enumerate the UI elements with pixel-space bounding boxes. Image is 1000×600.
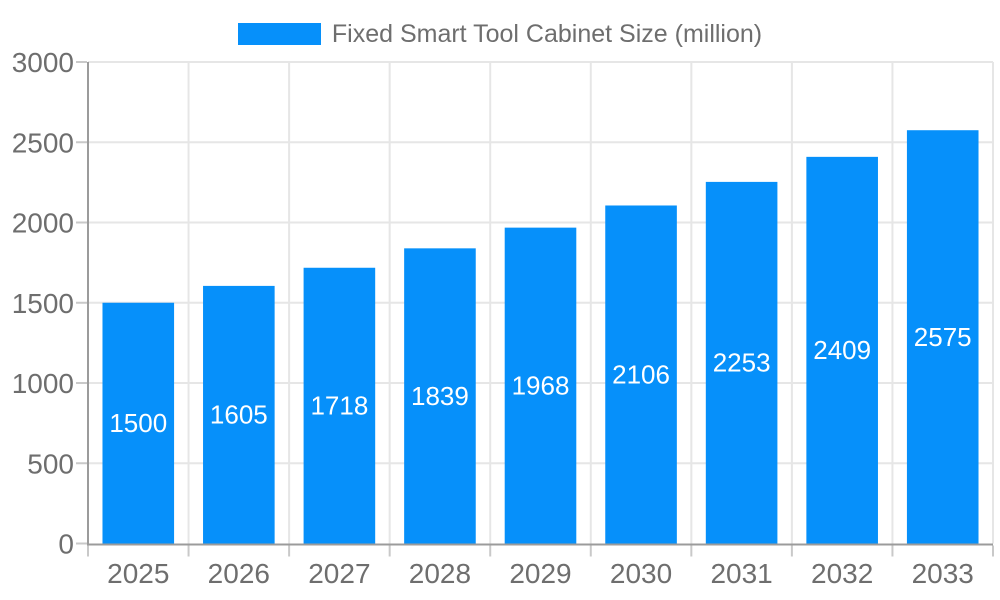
y-tick-label-3000: 3000 bbox=[12, 47, 74, 78]
bar-2026 bbox=[203, 285, 275, 544]
legend-label: Fixed Smart Tool Cabinet Size (million) bbox=[331, 20, 763, 48]
bar-2025 bbox=[102, 302, 175, 544]
bar-value-label-2030: 2106 bbox=[612, 359, 670, 389]
x-tick-label-2026: 2026 bbox=[208, 558, 270, 589]
x-tick-label-2032: 2032 bbox=[811, 558, 873, 589]
y-tick-label-1000: 1000 bbox=[12, 368, 74, 399]
bar-value-label-2033: 2575 bbox=[914, 322, 972, 352]
bar-2033 bbox=[906, 130, 979, 544]
bar-value-label-2031: 2253 bbox=[713, 348, 771, 378]
bar-value-label-2026: 1605 bbox=[210, 400, 268, 430]
legend-swatch bbox=[237, 23, 321, 45]
bar-value-label-2028: 1839 bbox=[411, 381, 469, 411]
x-tick-label-2029: 2029 bbox=[509, 558, 571, 589]
x-tick-label-2025: 2025 bbox=[107, 558, 169, 589]
bar-value-label-2025: 1500 bbox=[109, 408, 167, 438]
bar-2031 bbox=[705, 181, 778, 544]
y-tick-label-2500: 2500 bbox=[12, 127, 74, 158]
bar-value-label-2032: 2409 bbox=[813, 335, 871, 365]
y-tick-label-2000: 2000 bbox=[12, 208, 74, 239]
bar-2032 bbox=[806, 156, 878, 544]
bar-2028 bbox=[404, 248, 476, 544]
y-tick-label-0: 0 bbox=[58, 529, 74, 560]
y-tick-label-500: 500 bbox=[27, 448, 74, 479]
bar-value-label-2027: 1718 bbox=[310, 391, 368, 421]
x-tick-label-2033: 2033 bbox=[912, 558, 974, 589]
x-tick-label-2027: 2027 bbox=[308, 558, 370, 589]
y-tick-label-1500: 1500 bbox=[12, 288, 74, 319]
x-tick-label-2031: 2031 bbox=[710, 558, 772, 589]
bar-2029 bbox=[504, 227, 577, 544]
bar-value-label-2029: 1968 bbox=[512, 371, 570, 401]
bar-2030 bbox=[605, 205, 677, 544]
x-tick-label-2028: 2028 bbox=[409, 558, 471, 589]
bar-2027 bbox=[303, 267, 376, 544]
legend[interactable]: Fixed Smart Tool Cabinet Size (million) bbox=[0, 21, 1000, 47]
x-tick-label-2030: 2030 bbox=[610, 558, 672, 589]
